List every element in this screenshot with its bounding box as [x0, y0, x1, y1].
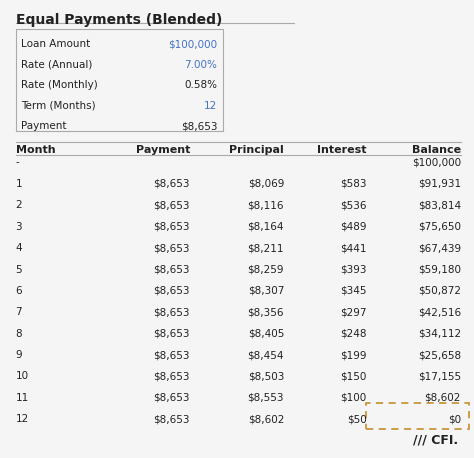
Text: 9: 9	[16, 350, 22, 360]
FancyBboxPatch shape	[16, 29, 223, 131]
Text: $34,112: $34,112	[418, 329, 461, 339]
Text: $100,000: $100,000	[412, 158, 461, 168]
Text: $8,356: $8,356	[247, 307, 284, 317]
Text: $50,872: $50,872	[418, 286, 461, 296]
Text: $59,180: $59,180	[418, 265, 461, 274]
Text: $8,602: $8,602	[248, 414, 284, 424]
Text: Principal: Principal	[229, 145, 284, 155]
Text: $8,653: $8,653	[154, 179, 190, 189]
Text: Month: Month	[16, 145, 55, 155]
Text: Loan Amount: Loan Amount	[21, 39, 91, 49]
Text: $8,211: $8,211	[247, 243, 284, 253]
Text: 4: 4	[16, 243, 22, 253]
Text: $8,653: $8,653	[154, 414, 190, 424]
Text: $199: $199	[340, 350, 366, 360]
Text: Rate (Annual): Rate (Annual)	[21, 60, 92, 70]
Text: $583: $583	[340, 179, 366, 189]
Text: Term (Months): Term (Months)	[21, 101, 96, 111]
Text: $8,405: $8,405	[248, 329, 284, 339]
Text: $536: $536	[340, 200, 366, 210]
Text: 8: 8	[16, 329, 22, 339]
Text: 11: 11	[16, 393, 29, 403]
Text: 3: 3	[16, 222, 22, 232]
Text: 5: 5	[16, 265, 22, 274]
Text: $8,503: $8,503	[248, 371, 284, 382]
Text: Payment: Payment	[21, 121, 67, 131]
Text: $100,000: $100,000	[168, 39, 217, 49]
Text: $489: $489	[340, 222, 366, 232]
Text: $8,164: $8,164	[247, 222, 284, 232]
Text: $297: $297	[340, 307, 366, 317]
Text: $8,553: $8,553	[247, 393, 284, 403]
Text: Balance: Balance	[412, 145, 461, 155]
Text: 12: 12	[16, 414, 29, 424]
Text: $75,650: $75,650	[418, 222, 461, 232]
Text: 12: 12	[204, 101, 217, 111]
Text: $8,259: $8,259	[247, 265, 284, 274]
Text: $0: $0	[448, 414, 461, 424]
Text: 1: 1	[16, 179, 22, 189]
Text: $8,653: $8,653	[154, 243, 190, 253]
Text: $8,653: $8,653	[154, 350, 190, 360]
Text: $8,307: $8,307	[248, 286, 284, 296]
Text: $17,155: $17,155	[418, 371, 461, 382]
Text: $8,653: $8,653	[154, 393, 190, 403]
Text: $42,516: $42,516	[418, 307, 461, 317]
Text: $393: $393	[340, 265, 366, 274]
Text: 7.00%: 7.00%	[184, 60, 217, 70]
Text: $25,658: $25,658	[418, 350, 461, 360]
Text: $83,814: $83,814	[418, 200, 461, 210]
Text: $91,931: $91,931	[418, 179, 461, 189]
Text: $8,653: $8,653	[154, 371, 190, 382]
Text: 6: 6	[16, 286, 22, 296]
Text: $67,439: $67,439	[418, 243, 461, 253]
Text: $150: $150	[340, 371, 366, 382]
Text: -: -	[16, 158, 19, 168]
Text: $50: $50	[347, 414, 366, 424]
Text: $441: $441	[340, 243, 366, 253]
Text: $345: $345	[340, 286, 366, 296]
Text: /// CFI.: /// CFI.	[413, 434, 458, 447]
Text: $248: $248	[340, 329, 366, 339]
Text: $8,653: $8,653	[154, 222, 190, 232]
Text: 7: 7	[16, 307, 22, 317]
Text: $8,653: $8,653	[181, 121, 217, 131]
Text: Rate (Monthly): Rate (Monthly)	[21, 80, 98, 90]
Text: Payment: Payment	[136, 145, 190, 155]
Text: $8,653: $8,653	[154, 329, 190, 339]
Text: $8,069: $8,069	[248, 179, 284, 189]
Text: 10: 10	[16, 371, 28, 382]
Text: Interest: Interest	[317, 145, 366, 155]
Text: $8,653: $8,653	[154, 286, 190, 296]
Text: $100: $100	[340, 393, 366, 403]
Text: $8,454: $8,454	[247, 350, 284, 360]
Text: $8,653: $8,653	[154, 265, 190, 274]
Text: $8,653: $8,653	[154, 200, 190, 210]
Text: Equal Payments (Blended): Equal Payments (Blended)	[16, 13, 222, 27]
Text: $8,602: $8,602	[424, 393, 461, 403]
Text: 2: 2	[16, 200, 22, 210]
Text: $8,653: $8,653	[154, 307, 190, 317]
Text: $8,116: $8,116	[247, 200, 284, 210]
Text: 0.58%: 0.58%	[184, 80, 217, 90]
